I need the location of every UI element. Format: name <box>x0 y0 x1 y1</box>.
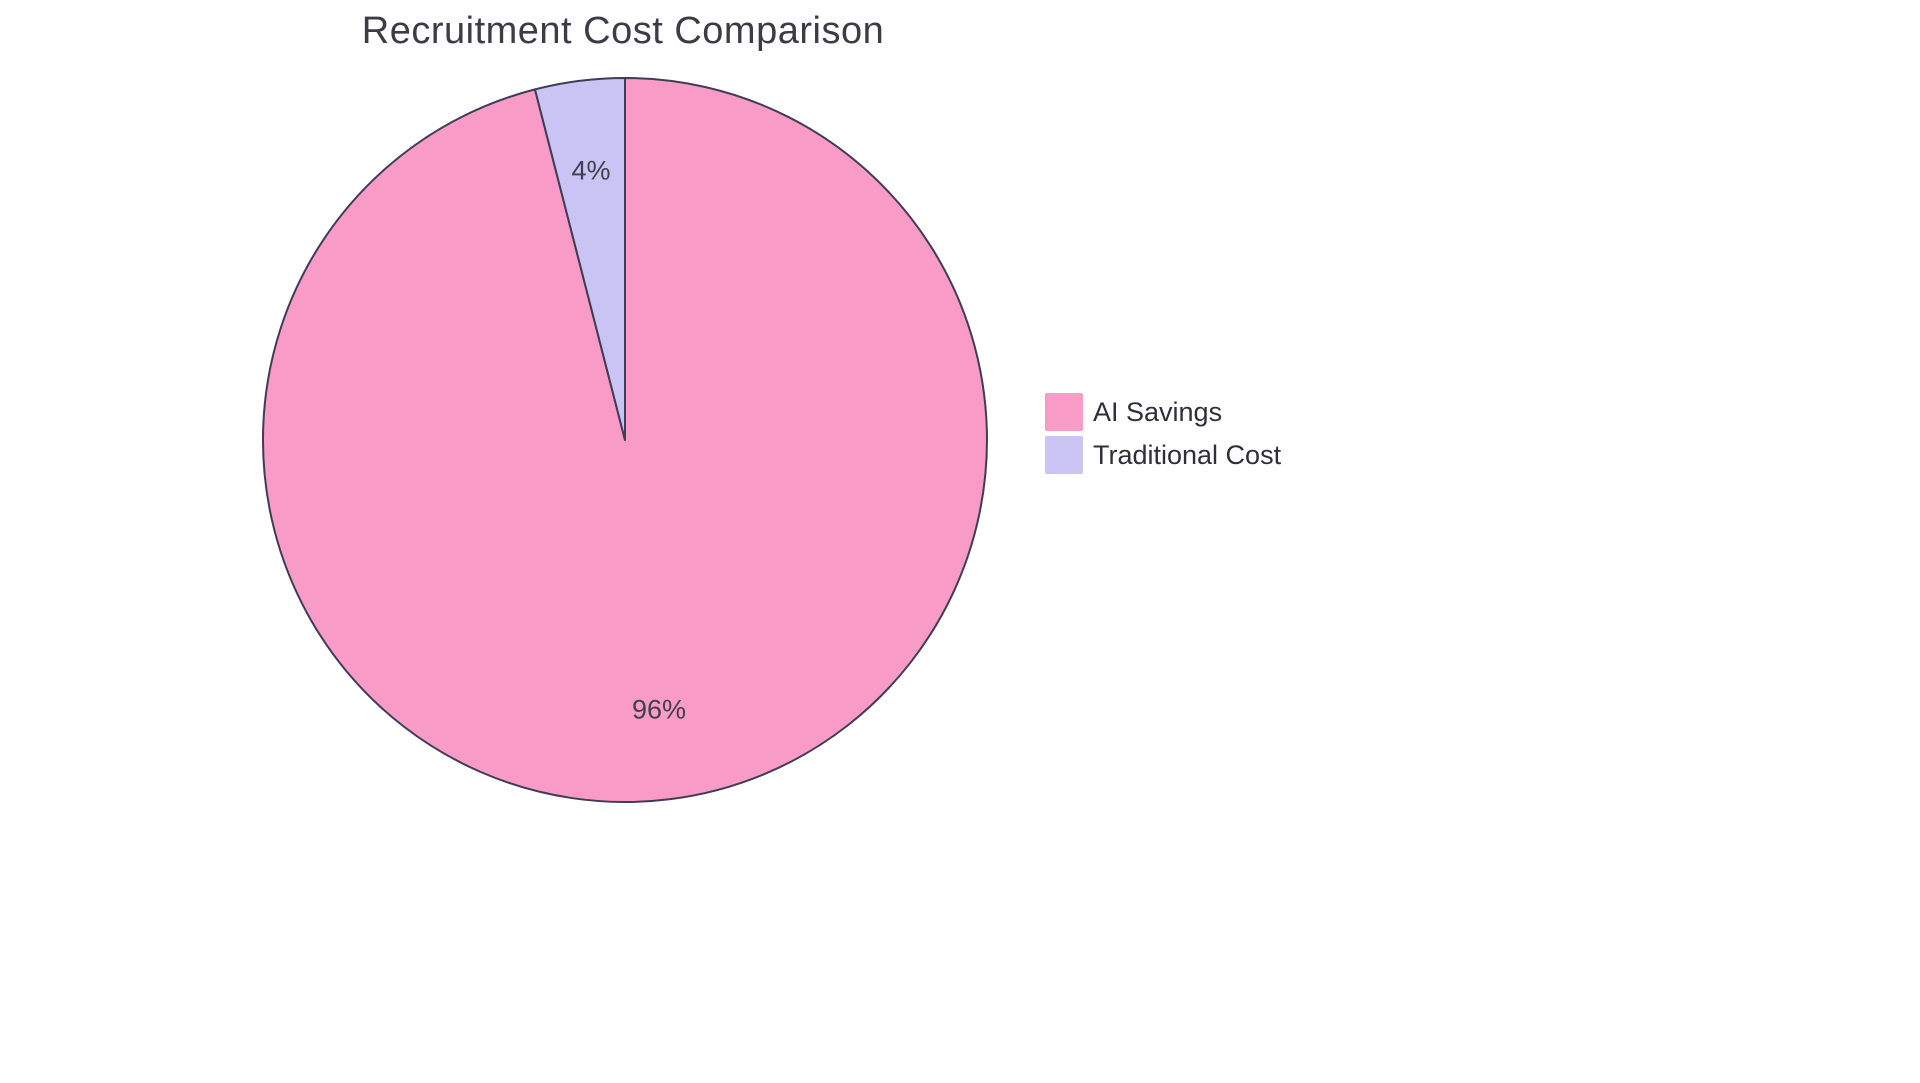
legend-item-1[interactable]: Traditional Cost <box>1045 436 1281 474</box>
slice-percent-label-0: 96% <box>632 694 686 724</box>
legend-swatch-icon <box>1045 393 1083 431</box>
legend-item-0[interactable]: AI Savings <box>1045 393 1281 431</box>
legend-swatch-icon <box>1045 436 1083 474</box>
chart-title: Recruitment Cost Comparison <box>361 10 885 52</box>
slice-percent-label-1: 4% <box>571 156 610 186</box>
legend: AI Savings Traditional Cost <box>1045 393 1281 474</box>
legend-label: AI Savings <box>1093 396 1223 427</box>
legend-label: Traditional Cost <box>1093 439 1282 470</box>
pie-slice-1[interactable] <box>533 77 626 441</box>
